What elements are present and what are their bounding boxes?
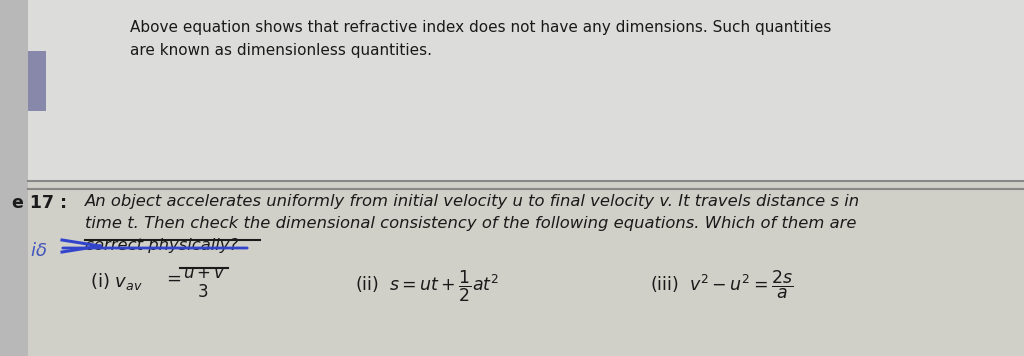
Text: e 17 :: e 17 : bbox=[12, 194, 68, 212]
Text: are known as dimensionless quantities.: are known as dimensionless quantities. bbox=[130, 43, 432, 58]
Text: Above equation shows that refractive index does not have any dimensions. Such qu: Above equation shows that refractive ind… bbox=[130, 20, 831, 35]
Text: (i) $v_{av}$: (i) $v_{av}$ bbox=[90, 271, 142, 292]
Bar bbox=[28, 181, 1024, 356]
Bar bbox=[28, 51, 46, 111]
Text: time t. Then check the dimensional consistency of the following equations. Which: time t. Then check the dimensional consi… bbox=[85, 216, 856, 231]
Text: An object accelerates uniformly from initial velocity u to final velocity v. It : An object accelerates uniformly from ini… bbox=[85, 194, 860, 209]
Text: $=$: $=$ bbox=[163, 269, 181, 287]
Text: $u+v$: $u+v$ bbox=[183, 264, 226, 282]
Text: (iii)  $v^2 - u^2 = \dfrac{2s}{a}$: (iii) $v^2 - u^2 = \dfrac{2s}{a}$ bbox=[650, 269, 794, 302]
Text: (ii)  $s = ut + \dfrac{1}{2}at^2$: (ii) $s = ut + \dfrac{1}{2}at^2$ bbox=[355, 269, 500, 304]
Text: correct physically?: correct physically? bbox=[85, 238, 239, 253]
Text: $i\delta$: $i\delta$ bbox=[30, 242, 47, 260]
Text: $3$: $3$ bbox=[197, 283, 208, 301]
